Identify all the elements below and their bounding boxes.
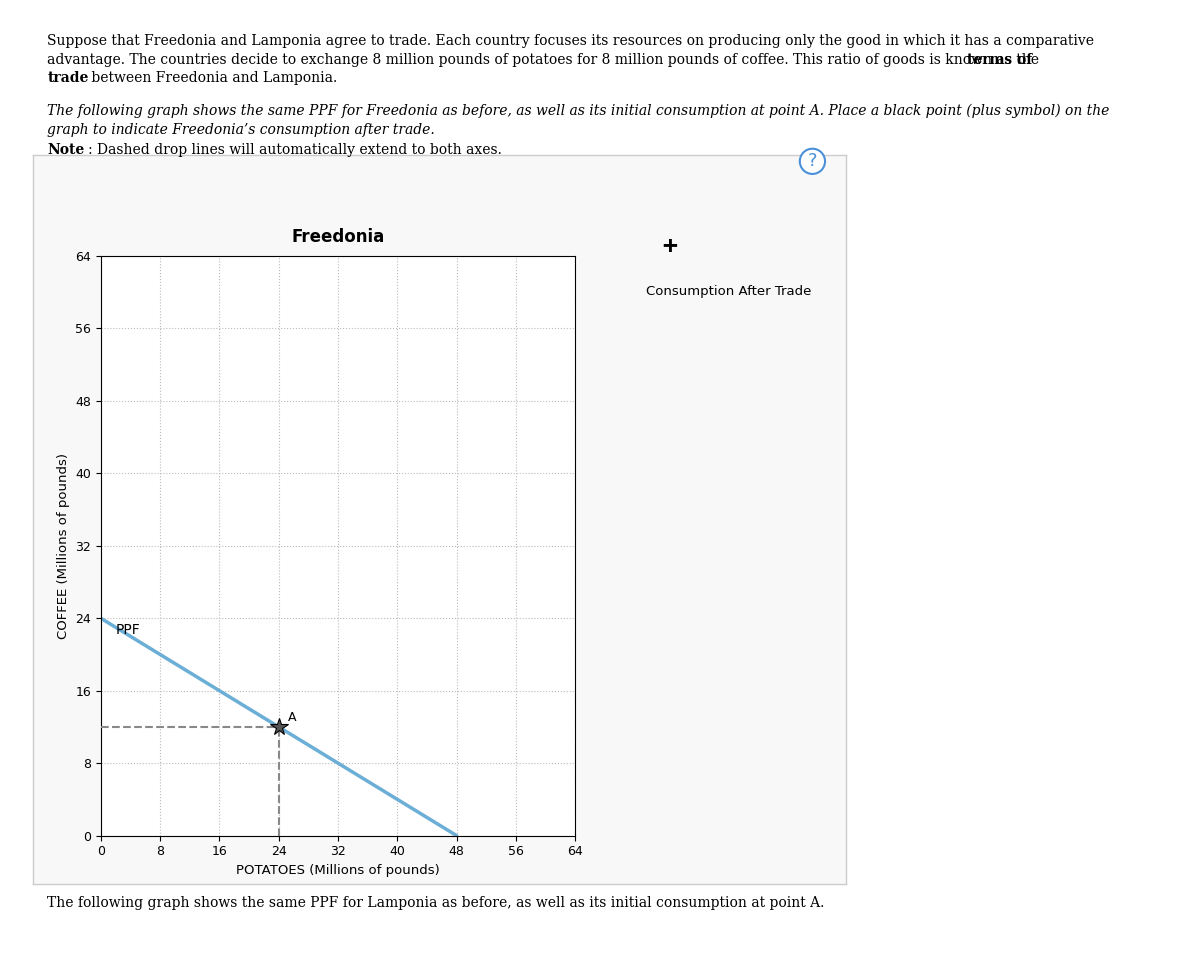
Text: A: A	[287, 711, 296, 724]
Text: advantage. The countries decide to exchange 8 million pounds of potatoes for 8 m: advantage. The countries decide to excha…	[47, 53, 1044, 67]
Text: trade: trade	[47, 71, 89, 85]
Text: : Dashed drop lines will automatically extend to both axes.: : Dashed drop lines will automatically e…	[88, 143, 502, 156]
Text: The following graph shows the same PPF for Lamponia as before, as well as its in: The following graph shows the same PPF f…	[47, 896, 824, 910]
Text: +: +	[663, 235, 677, 258]
Text: The following graph shows the same PPF for Freedonia as before, as well as its i: The following graph shows the same PPF f…	[47, 103, 1110, 118]
Text: Note: Note	[47, 143, 84, 156]
Text: between Freedonia and Lamponia.: between Freedonia and Lamponia.	[87, 71, 337, 85]
Text: ?: ?	[808, 153, 817, 170]
Text: PPF: PPF	[116, 623, 140, 637]
Text: Consumption After Trade: Consumption After Trade	[646, 285, 811, 298]
Title: Freedonia: Freedonia	[292, 228, 384, 246]
X-axis label: POTATOES (Millions of pounds): POTATOES (Millions of pounds)	[236, 864, 440, 877]
Text: graph to indicate Freedonia’s consumption after trade.: graph to indicate Freedonia’s consumptio…	[47, 123, 435, 136]
Text: Suppose that Freedonia and Lamponia agree to trade. Each country focuses its res: Suppose that Freedonia and Lamponia agre…	[47, 34, 1095, 47]
Text: terms of: terms of	[968, 53, 1033, 67]
Y-axis label: COFFEE (Millions of pounds): COFFEE (Millions of pounds)	[57, 453, 70, 639]
